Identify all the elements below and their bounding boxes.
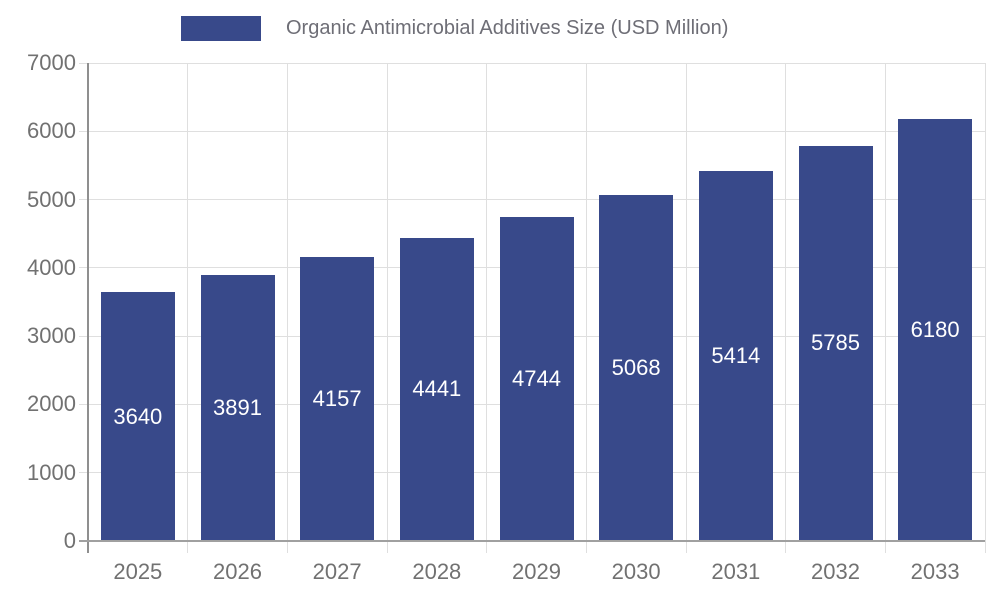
bar-2029: 4744: [499, 217, 574, 541]
x-axis-tick: [785, 541, 787, 553]
gridline-vertical: [187, 63, 189, 541]
bar-2027: 4157: [300, 257, 375, 541]
bar-value-label: 5785: [811, 330, 860, 356]
y-tick-label: 1000: [27, 459, 76, 485]
bar-value-label: 3891: [213, 395, 262, 421]
y-tick-label: 5000: [27, 186, 76, 212]
bar-2030: 5068: [599, 194, 674, 541]
x-tick-label: 2032: [811, 559, 860, 584]
y-axis-tick: [79, 267, 88, 269]
gridline-vertical: [884, 63, 886, 541]
y-tick-label: 0: [63, 528, 76, 553]
gridline-vertical: [785, 63, 787, 541]
bar-value-label: 3640: [113, 403, 163, 429]
bar-2028: 4441: [399, 237, 474, 541]
gridline-vertical: [486, 63, 488, 541]
bar-value-label: 5068: [611, 354, 661, 380]
x-axis-tick: [486, 541, 488, 553]
x-tick-label: 2030: [611, 559, 661, 584]
gridline-vertical: [386, 63, 388, 541]
y-tick-label: 7000: [27, 50, 76, 75]
gridline-horizontal: [88, 199, 985, 201]
x-axis-line: [79, 540, 985, 542]
x-axis-tick: [884, 541, 886, 553]
bar-2026: 3891: [200, 275, 275, 541]
y-tick-label: 6000: [27, 118, 76, 144]
y-axis-tick: [79, 130, 88, 132]
y-axis-line: [87, 63, 89, 553]
bar-2033: 6180: [898, 118, 973, 541]
legend-label: Organic Antimicrobial Additives Size (US…: [286, 17, 729, 39]
x-axis-tick: [386, 541, 388, 553]
y-axis-tick: [79, 62, 88, 64]
y-axis-tick: [79, 472, 88, 474]
bar-value-label: 4157: [312, 386, 362, 412]
x-tick-label: 2031: [711, 559, 761, 584]
x-axis-tick: [685, 541, 687, 553]
bar-value-label: 4441: [412, 376, 462, 402]
x-axis-tick: [585, 541, 587, 553]
x-axis-tick: [984, 541, 986, 553]
gridline-vertical: [984, 63, 986, 541]
gridline-vertical: [286, 63, 288, 541]
x-tick-label: 2025: [113, 559, 163, 584]
gridline-horizontal: [88, 130, 985, 132]
x-axis-tick: [286, 541, 288, 553]
y-axis-tick: [79, 199, 88, 201]
gridline-horizontal: [88, 62, 985, 64]
bar-value-label: 5414: [711, 343, 761, 369]
bar-value-label: 4744: [512, 366, 561, 392]
legend-swatch: [181, 16, 261, 41]
x-tick-label: 2029: [512, 559, 561, 584]
x-tick-label: 2033: [910, 559, 960, 584]
x-tick-label: 2028: [412, 559, 462, 584]
bar-2031: 5414: [698, 171, 773, 541]
y-axis-tick: [79, 403, 88, 405]
y-axis-tick: [79, 335, 88, 337]
gridline-vertical: [585, 63, 587, 541]
x-tick-label: 2026: [213, 559, 262, 584]
x-tick-label: 2027: [312, 559, 362, 584]
gridline-vertical: [685, 63, 687, 541]
y-tick-label: 4000: [27, 254, 76, 280]
y-tick-label: 3000: [27, 323, 76, 349]
bar-2025: 3640: [100, 292, 175, 541]
bar-value-label: 6180: [910, 316, 960, 342]
x-axis-tick: [187, 541, 189, 553]
bar-2032: 5785: [798, 145, 873, 541]
legend-item[interactable]: Organic Antimicrobial Additives Size (US…: [181, 16, 728, 41]
y-tick-label: 2000: [27, 391, 76, 417]
